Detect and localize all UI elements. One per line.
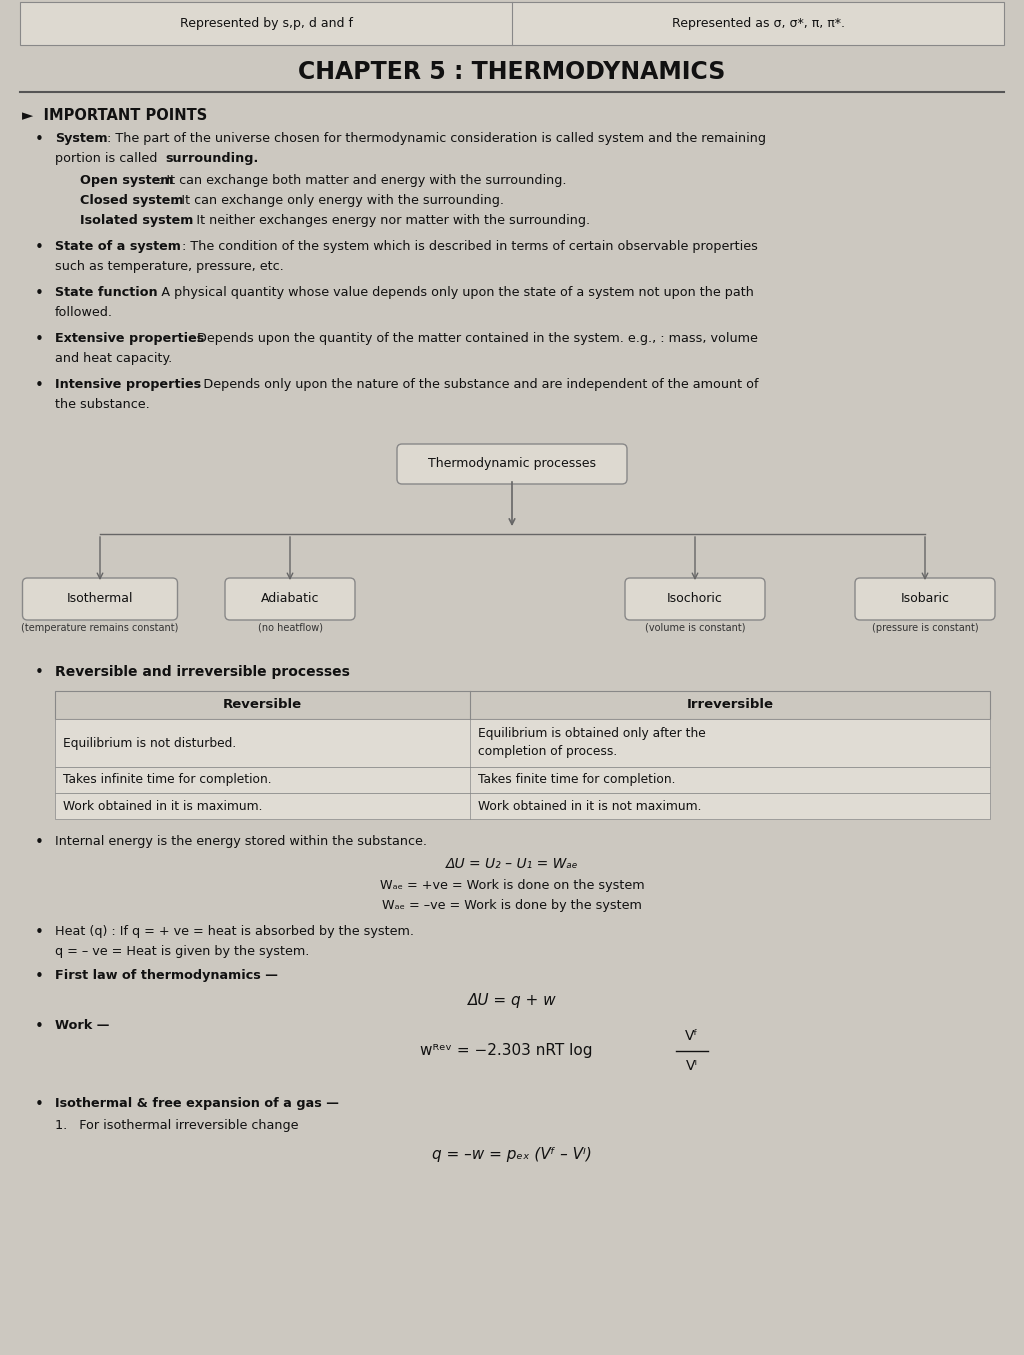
Text: Reversible and irreversible processes: Reversible and irreversible processes xyxy=(55,665,350,679)
Bar xyxy=(20,1,1004,45)
Text: Work obtained in it is maximum.: Work obtained in it is maximum. xyxy=(63,799,262,813)
Text: Heat (q) : If q = + ve = heat is absorbed by the system.: Heat (q) : If q = + ve = heat is absorbe… xyxy=(55,925,414,938)
Text: Wₐₑ = +ve = Work is done on the system: Wₐₑ = +ve = Work is done on the system xyxy=(380,879,644,892)
Text: (no heatflow): (no heatflow) xyxy=(257,623,323,633)
Text: Isobaric: Isobaric xyxy=(900,592,949,606)
Text: (pressure is constant): (pressure is constant) xyxy=(871,623,978,633)
Text: Depends upon the quantity of the matter contained in the system. e.g., : mass, v: Depends upon the quantity of the matter … xyxy=(197,332,758,346)
Text: Isolated system: Isolated system xyxy=(80,214,194,228)
Text: Takes finite time for completion.: Takes finite time for completion. xyxy=(478,774,676,786)
FancyBboxPatch shape xyxy=(855,579,995,621)
Text: : Depends only upon the nature of the substance and are independent of the amoun: : Depends only upon the nature of the su… xyxy=(195,378,759,392)
Bar xyxy=(55,793,990,818)
Text: the substance.: the substance. xyxy=(55,398,150,411)
Text: Closed system: Closed system xyxy=(80,194,183,207)
Text: wᴿᵉᵛ = −2.303 nRT log: wᴿᵉᵛ = −2.303 nRT log xyxy=(420,1043,593,1058)
Text: (temperature remains constant): (temperature remains constant) xyxy=(22,623,178,633)
Text: Thermodynamic processes: Thermodynamic processes xyxy=(428,458,596,470)
Text: portion is called: portion is called xyxy=(55,152,162,165)
Text: Equilibrium is not disturbed.: Equilibrium is not disturbed. xyxy=(63,737,237,749)
Text: CHAPTER 5 : THERMODYNAMICS: CHAPTER 5 : THERMODYNAMICS xyxy=(298,60,726,84)
Text: •: • xyxy=(35,332,44,347)
Text: Takes infinite time for completion.: Takes infinite time for completion. xyxy=(63,774,271,786)
Text: ►  IMPORTANT POINTS: ► IMPORTANT POINTS xyxy=(22,108,207,123)
Text: Adiabatic: Adiabatic xyxy=(261,592,319,606)
Text: Wₐₑ = –ve = Work is done by the system: Wₐₑ = –ve = Work is done by the system xyxy=(382,898,642,912)
Text: System: System xyxy=(55,131,108,145)
Text: Isothermal & free expansion of a gas —: Isothermal & free expansion of a gas — xyxy=(55,1098,339,1110)
Text: : The part of the universe chosen for thermodynamic consideration is called syst: : The part of the universe chosen for th… xyxy=(106,131,766,145)
Text: State function: State function xyxy=(55,286,158,299)
Text: Intensive properties: Intensive properties xyxy=(55,378,201,392)
Text: Open system: Open system xyxy=(80,173,173,187)
Text: Internal energy is the energy stored within the substance.: Internal energy is the energy stored wit… xyxy=(55,835,427,848)
Text: q = –w = pₑₓ (Vᶠ – Vᴵ): q = –w = pₑₓ (Vᶠ – Vᴵ) xyxy=(432,1146,592,1163)
Text: •: • xyxy=(35,925,44,940)
Text: Extensive properties: Extensive properties xyxy=(55,332,204,346)
FancyBboxPatch shape xyxy=(225,579,355,621)
Text: Represented as σ, σ*, π, π*.: Represented as σ, σ*, π, π*. xyxy=(672,18,845,30)
Text: and heat capacity.: and heat capacity. xyxy=(55,352,172,364)
Text: q = – ve = Heat is given by the system.: q = – ve = Heat is given by the system. xyxy=(55,944,309,958)
Text: •: • xyxy=(35,1019,44,1034)
Text: Isothermal: Isothermal xyxy=(67,592,133,606)
Text: •: • xyxy=(35,665,44,680)
Text: •: • xyxy=(35,378,44,393)
Text: •: • xyxy=(35,969,44,984)
Text: Irreversible: Irreversible xyxy=(686,698,773,711)
Text: •: • xyxy=(35,240,44,255)
Text: •: • xyxy=(35,286,44,301)
Text: 1.   For isothermal irreversible change: 1. For isothermal irreversible change xyxy=(55,1119,299,1131)
Text: ΔU = U₂ – U₁ = Wₐₑ: ΔU = U₂ – U₁ = Wₐₑ xyxy=(445,856,579,871)
Text: surrounding.: surrounding. xyxy=(165,152,258,165)
Text: Vᴵ: Vᴵ xyxy=(686,1060,698,1073)
FancyBboxPatch shape xyxy=(23,579,177,621)
Text: completion of process.: completion of process. xyxy=(478,745,617,757)
Bar xyxy=(55,691,990,720)
Text: followed.: followed. xyxy=(55,306,113,318)
Text: Equilibrium is obtained only after the: Equilibrium is obtained only after the xyxy=(478,728,706,740)
FancyBboxPatch shape xyxy=(625,579,765,621)
Text: •: • xyxy=(35,131,44,146)
Text: •: • xyxy=(35,1098,44,1112)
Text: : It can exchange only energy with the surrounding.: : It can exchange only energy with the s… xyxy=(173,194,504,207)
FancyBboxPatch shape xyxy=(397,444,627,484)
Text: : A physical quantity whose value depends only upon the state of a system not up: : A physical quantity whose value depend… xyxy=(153,286,754,299)
Text: : The condition of the system which is described in terms of certain observable : : The condition of the system which is d… xyxy=(182,240,758,253)
Text: Work obtained in it is not maximum.: Work obtained in it is not maximum. xyxy=(478,799,701,813)
Text: ΔU = q + w: ΔU = q + w xyxy=(468,993,556,1008)
Text: •: • xyxy=(35,835,44,850)
Text: (volume is constant): (volume is constant) xyxy=(645,623,745,633)
Bar xyxy=(55,767,990,793)
Text: Vᶠ: Vᶠ xyxy=(685,1028,698,1043)
Text: State of a system: State of a system xyxy=(55,240,181,253)
Text: Isochoric: Isochoric xyxy=(667,592,723,606)
Text: : It can exchange both matter and energy with the surrounding.: : It can exchange both matter and energy… xyxy=(158,173,566,187)
Text: : It neither exchanges energy nor matter with the surrounding.: : It neither exchanges energy nor matter… xyxy=(188,214,590,228)
Text: Represented by s,p, d and f: Represented by s,p, d and f xyxy=(179,18,352,30)
Bar xyxy=(55,720,990,767)
Text: such as temperature, pressure, etc.: such as temperature, pressure, etc. xyxy=(55,260,284,272)
Text: First law of thermodynamics —: First law of thermodynamics — xyxy=(55,969,278,982)
Text: Work —: Work — xyxy=(55,1019,110,1033)
Text: Reversible: Reversible xyxy=(223,698,302,711)
